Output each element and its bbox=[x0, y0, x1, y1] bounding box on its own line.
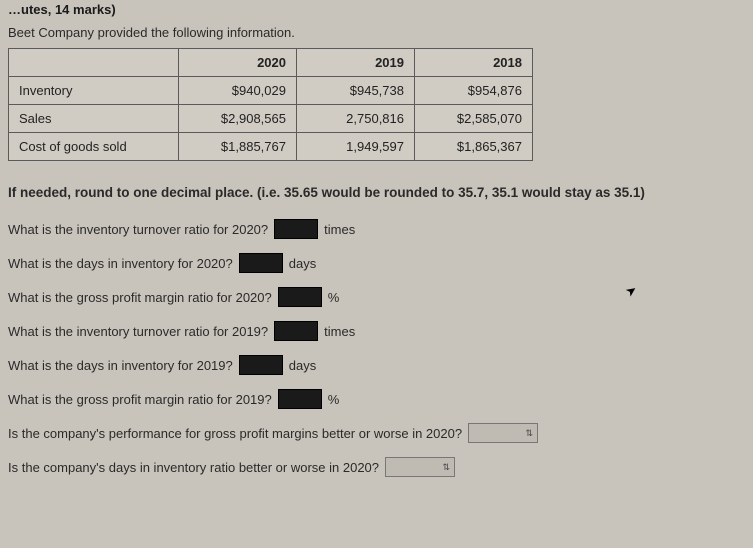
intro-text: Beet Company provided the following info… bbox=[0, 19, 753, 48]
row-label: Sales bbox=[9, 105, 179, 133]
year-header-2019: 2019 bbox=[297, 49, 415, 77]
table-cell: $1,865,367 bbox=[415, 133, 533, 161]
table-row: Cost of goods sold$1,885,7671,949,597$1,… bbox=[9, 133, 533, 161]
table-corner bbox=[9, 49, 179, 77]
question-row: What is the days in inventory for 2020? d… bbox=[0, 246, 753, 280]
answer-input[interactable] bbox=[274, 321, 318, 341]
question-text: Is the company's performance for gross p… bbox=[8, 426, 462, 441]
question-row: Is the company's days in inventory ratio… bbox=[0, 450, 753, 484]
question-row: What is the gross profit margin ratio fo… bbox=[0, 382, 753, 416]
answer-input[interactable] bbox=[274, 219, 318, 239]
question-row: What is the gross profit margin ratio fo… bbox=[0, 280, 753, 314]
question-text: What is the inventory turnover ratio for… bbox=[8, 324, 268, 339]
table-cell: $945,738 bbox=[297, 77, 415, 105]
question-row: What is the inventory turnover ratio for… bbox=[0, 314, 753, 348]
answer-select[interactable]: ⇅ bbox=[468, 423, 538, 443]
answer-input[interactable] bbox=[239, 355, 283, 375]
question-row: What is the inventory turnover ratio for… bbox=[0, 212, 753, 246]
table-row: Sales$2,908,5652,750,816$2,585,070 bbox=[9, 105, 533, 133]
financial-table: 2020 2019 2018 Inventory$940,029$945,738… bbox=[8, 48, 533, 161]
table-cell: $2,908,565 bbox=[179, 105, 297, 133]
question-row: Is the company's performance for gross p… bbox=[0, 416, 753, 450]
row-label: Cost of goods sold bbox=[9, 133, 179, 161]
question-text: What is the inventory turnover ratio for… bbox=[8, 222, 268, 237]
question-text: What is the days in inventory for 2019? bbox=[8, 358, 233, 373]
table-cell: 1,949,597 bbox=[297, 133, 415, 161]
table-cell: 2,750,816 bbox=[297, 105, 415, 133]
answer-unit: % bbox=[328, 392, 340, 407]
answer-unit: % bbox=[328, 290, 340, 305]
question-text: What is the gross profit margin ratio fo… bbox=[8, 392, 272, 407]
question-text: Is the company's days in inventory ratio… bbox=[8, 460, 379, 475]
table-cell: $1,885,767 bbox=[179, 133, 297, 161]
table-cell: $954,876 bbox=[415, 77, 533, 105]
year-header-2020: 2020 bbox=[179, 49, 297, 77]
answer-unit: days bbox=[289, 256, 316, 271]
answer-unit: times bbox=[324, 222, 355, 237]
question-text: What is the days in inventory for 2020? bbox=[8, 256, 233, 271]
table-cell: $2,585,070 bbox=[415, 105, 533, 133]
year-header-2018: 2018 bbox=[415, 49, 533, 77]
answer-select[interactable]: ⇅ bbox=[385, 457, 455, 477]
question-text: What is the gross profit margin ratio fo… bbox=[8, 290, 272, 305]
question-row: What is the days in inventory for 2019? d… bbox=[0, 348, 753, 382]
rounding-instructions: If needed, round to one decimal place. (… bbox=[0, 179, 753, 212]
answer-input[interactable] bbox=[278, 287, 322, 307]
answer-unit: times bbox=[324, 324, 355, 339]
answer-input[interactable] bbox=[239, 253, 283, 273]
row-label: Inventory bbox=[9, 77, 179, 105]
answer-input[interactable] bbox=[278, 389, 322, 409]
answer-unit: days bbox=[289, 358, 316, 373]
table-row: Inventory$940,029$945,738$954,876 bbox=[9, 77, 533, 105]
table-cell: $940,029 bbox=[179, 77, 297, 105]
header-cutoff: …utes, 14 marks) bbox=[0, 0, 753, 19]
